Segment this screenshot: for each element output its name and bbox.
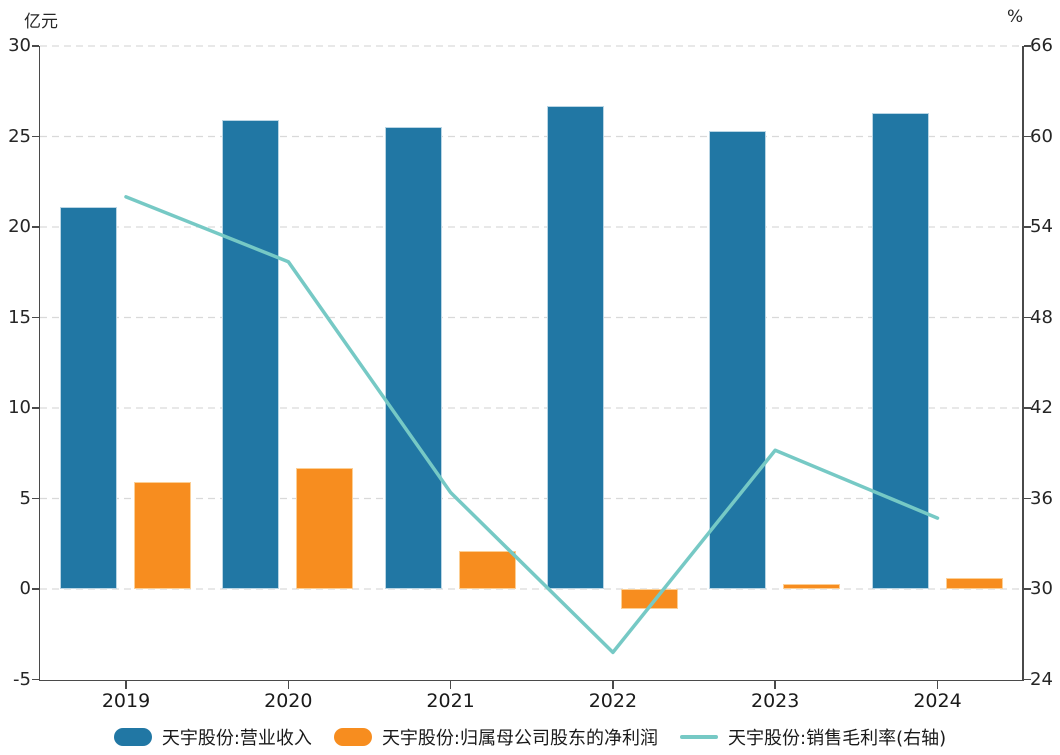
left-axis-tick-label: 25: [8, 125, 31, 147]
x-axis-line: [38, 679, 1024, 681]
x-axis-tick: [774, 681, 776, 689]
net-profit-bar-2023: [783, 583, 841, 589]
x-tick-label-2021: 2021: [426, 690, 475, 712]
x-axis-tick: [449, 681, 452, 689]
legend-item-net-profit: 天宇股份:归属母公司股东的净利润: [333, 724, 659, 750]
y-axis-right-tick: [1023, 135, 1031, 138]
x-tick-label-2019: 2019: [101, 690, 151, 712]
left-axis-tick-label: 5: [19, 487, 31, 509]
left-axis-tick-label: -5: [13, 668, 31, 690]
x-axis-tick: [125, 681, 127, 689]
right-axis-unit-label: %: [1007, 7, 1024, 27]
y-axis-left-line: [38, 46, 40, 680]
y-axis-left-tick: [31, 316, 39, 319]
x-tick-label-2023: 2023: [751, 690, 800, 712]
right-axis-tick-label: 60: [1030, 125, 1053, 147]
legend: 天宇股份:营业收入 天宇股份:归属母公司股东的净利润 天宇股份:销售毛利率(右轴…: [0, 724, 1060, 750]
right-axis-tick-label: 24: [1030, 668, 1053, 690]
left-axis-unit-label: 亿元: [24, 12, 58, 32]
revenue-bar-2019: [60, 207, 117, 589]
y-axis-right-line: [1022, 46, 1024, 680]
left-axis-tick-label: 20: [8, 216, 31, 237]
revenue-bar-2022: [546, 105, 604, 589]
y-axis-right-tick: [1023, 407, 1031, 409]
net-profit-bar-2020: [296, 467, 354, 589]
revenue-swatch-icon: [113, 728, 152, 746]
right-axis-tick-label: 42: [1030, 397, 1053, 418]
gross-margin-line: [124, 195, 940, 655]
revenue-bar-2020: [222, 120, 280, 589]
right-axis-tick-label: 54: [1030, 216, 1053, 237]
x-tick-label-2020: 2020: [264, 690, 313, 712]
y-axis-right-tick: [1023, 588, 1031, 590]
legend-label-gross-margin: 天宇股份:销售毛利率(右轴): [728, 728, 947, 749]
left-axis-tick-label: 30: [8, 35, 31, 56]
y-axis-left-tick: [31, 407, 39, 409]
legend-label-net-profit: 天宇股份:归属母公司股东的净利润: [381, 728, 659, 749]
right-axis-tick-label: 36: [1030, 487, 1053, 509]
y-axis-left-tick: [31, 678, 39, 681]
left-axis-tick-label: 15: [8, 306, 31, 328]
legend-label-revenue: 天宇股份:营业收入: [161, 728, 312, 749]
x-axis-tick: [936, 681, 939, 689]
y-axis-left-tick: [31, 45, 39, 47]
y-axis-right-tick: [1023, 316, 1031, 319]
revenue-bar-2021: [384, 127, 442, 589]
right-axis-tick-label: 48: [1030, 306, 1053, 328]
y-axis-right-tick: [1023, 497, 1031, 500]
x-tick-label-2024: 2024: [913, 690, 962, 712]
y-axis-right-tick: [1023, 678, 1031, 681]
y-axis-left-tick: [31, 497, 39, 500]
y-axis-left-tick: [31, 226, 39, 228]
left-axis-tick-label: 0: [19, 578, 31, 599]
legend-item-revenue: 天宇股份:营业收入: [113, 724, 312, 750]
y-axis-left-tick: [31, 135, 39, 138]
x-tick-label-2022: 2022: [588, 690, 638, 712]
gross-margin-line-swatch-icon: [680, 735, 719, 739]
y-axis-right-tick: [1023, 226, 1031, 228]
left-axis-tick-label: 10: [8, 397, 31, 418]
net-profit-bar-2024: [945, 578, 1003, 589]
right-axis-tick-label: 66: [1030, 35, 1053, 56]
x-axis-tick: [612, 681, 614, 689]
y-axis-right-tick: [1023, 45, 1031, 47]
legend-item-gross-margin: 天宇股份:销售毛利率(右轴): [680, 724, 946, 750]
net-profit-bar-2021: [458, 550, 516, 589]
x-axis-tick: [287, 681, 290, 689]
right-axis-tick-label: 30: [1030, 578, 1053, 599]
y-axis-left-tick: [31, 588, 39, 590]
net-profit-swatch-icon: [333, 728, 372, 746]
revenue-bar-2023: [709, 131, 767, 589]
net-profit-bar-2019: [134, 482, 191, 589]
